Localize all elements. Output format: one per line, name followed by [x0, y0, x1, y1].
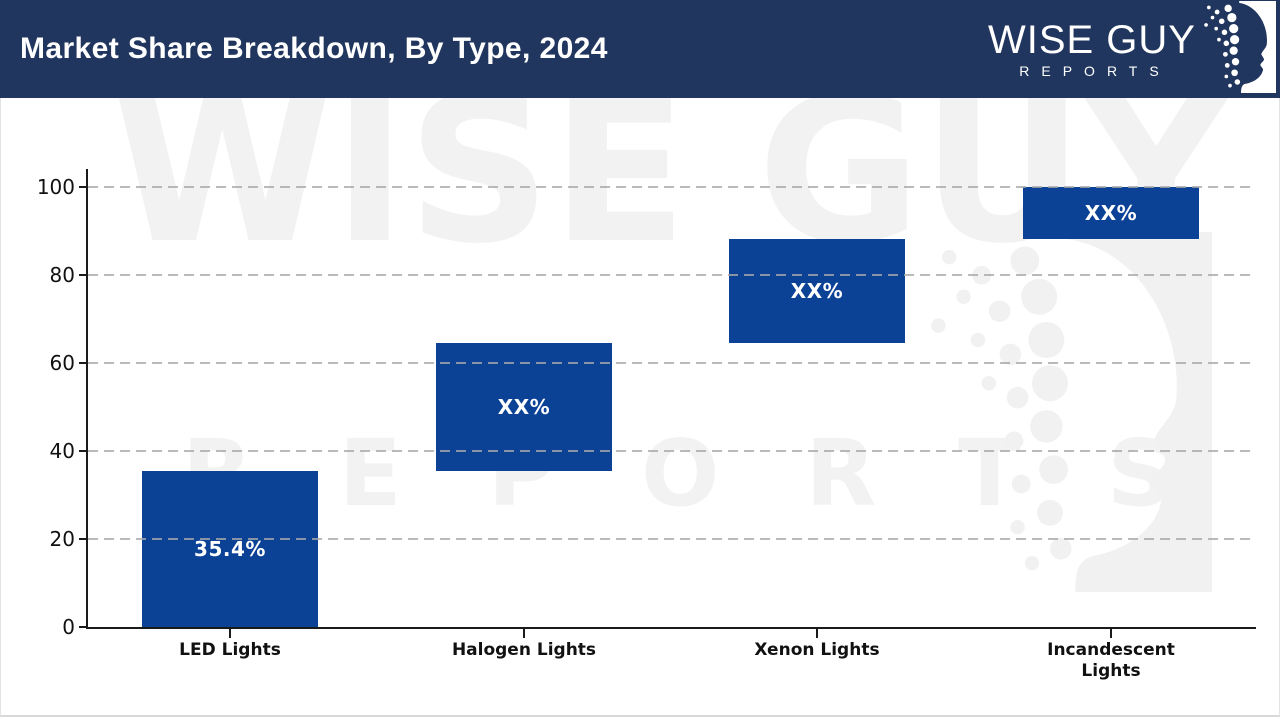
- frame-left-divider: [0, 98, 1, 716]
- y-tick-mark-0: [79, 626, 88, 628]
- watermark-wordmark: WISE GUY: [112, 98, 1229, 288]
- y-tick-mark-60: [79, 362, 88, 364]
- header-bar: Market Share Breakdown, By Type, 2024 WI…: [0, 0, 1280, 98]
- y-tick-label-20: 20: [49, 527, 75, 551]
- page-title: Market Share Breakdown, By Type, 2024: [20, 32, 608, 65]
- bar-value-label-3: XX%: [790, 279, 844, 304]
- logo-wordmark: WISE GUY REPORTS: [988, 20, 1196, 78]
- x-axis-spine: [86, 627, 1256, 629]
- x-axis-label-2: Halogen Lights: [451, 640, 597, 660]
- waterfall-bar-3: XX%: [729, 239, 905, 343]
- waterfall-bar-1: 35.4%: [142, 471, 318, 627]
- x-tick-mark-4: [1110, 629, 1112, 638]
- y-tick-label-0: 0: [62, 615, 75, 639]
- frame-bottom-divider: [0, 715, 1280, 717]
- bar-value-label-2: XX%: [497, 394, 551, 419]
- wise-guy-logo: WISE GUY REPORTS: [988, 0, 1280, 98]
- logo-wordmark-line2: REPORTS: [1019, 63, 1171, 79]
- waterfall-bar-2: XX%: [436, 342, 612, 472]
- x-axis-label-1: LED Lights: [179, 640, 281, 660]
- waterfall-bar-4: XX%: [1023, 187, 1199, 240]
- y-axis-spine: [86, 169, 88, 629]
- y-tick-mark-40: [79, 450, 88, 452]
- x-tick-mark-2: [523, 629, 525, 638]
- logo-face-icon: [1182, 1, 1278, 97]
- chart-area: WISE GUY REPORTS 35.4% XX% XX% XX% 0 20 40 60 8…: [0, 98, 1280, 716]
- y-tick-label-40: 40: [49, 439, 75, 463]
- y-tick-mark-80: [79, 274, 88, 276]
- x-tick-mark-3: [816, 629, 818, 638]
- y-tick-mark-20: [79, 538, 88, 540]
- gridline-40: [88, 450, 1256, 452]
- gridline-80: [88, 274, 1256, 276]
- y-tick-label-80: 80: [49, 263, 75, 287]
- x-axis-label-3: Xenon Lights: [754, 640, 880, 660]
- bar-value-label-1: 35.4%: [194, 537, 266, 562]
- gridline-100: [88, 186, 1256, 188]
- x-tick-mark-1: [229, 629, 231, 638]
- y-tick-label-100: 100: [36, 175, 75, 199]
- gridline-60: [88, 362, 1256, 364]
- logo-wordmark-line1: WISE GUY: [987, 18, 1196, 62]
- x-axis-label-4: Incandescent Lights: [1047, 640, 1175, 682]
- gridline-20: [88, 538, 1256, 540]
- y-tick-label-60: 60: [49, 351, 75, 375]
- bar-value-label-4: XX%: [1084, 201, 1138, 226]
- y-tick-mark-100: [79, 186, 88, 188]
